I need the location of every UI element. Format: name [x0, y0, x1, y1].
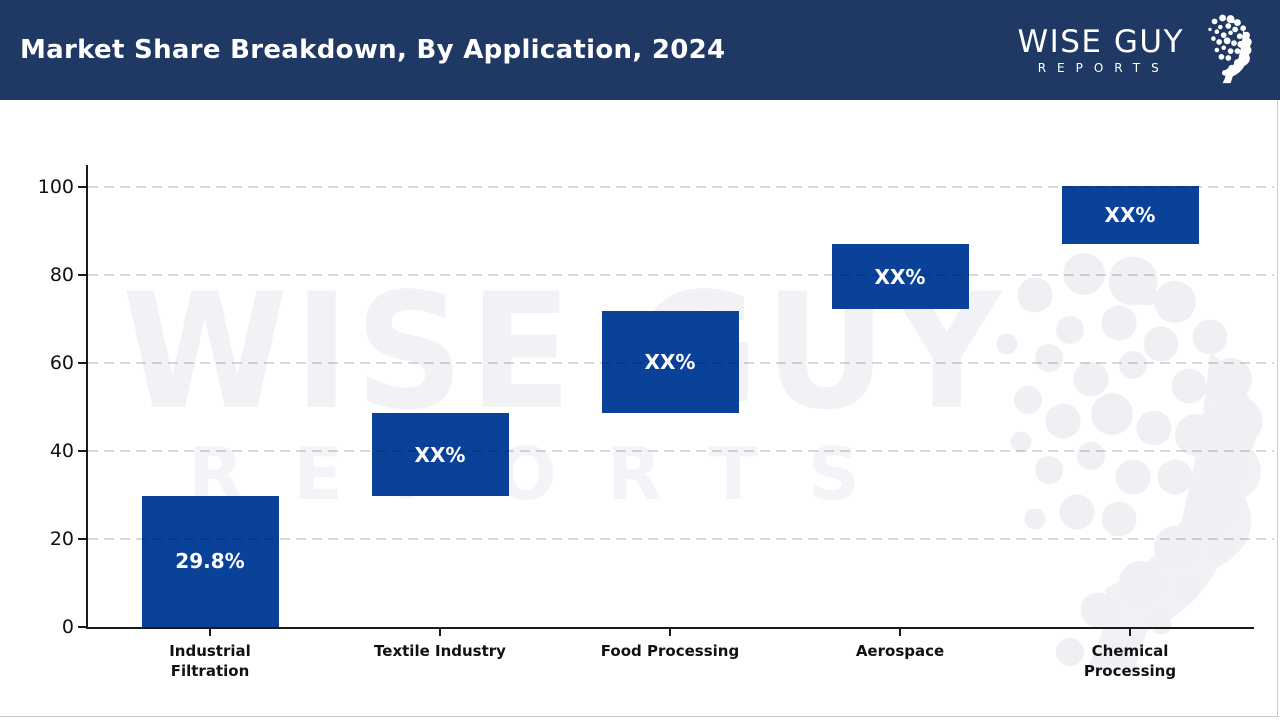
y-tick-40 [78, 450, 86, 452]
y-tick-label-20: 20 [49, 528, 74, 550]
wise-guy-reports-logo: WISE GUY REPORTS [1017, 8, 1264, 92]
y-tick-60 [78, 362, 86, 364]
logo-subtitle: REPORTS [1037, 61, 1170, 75]
category-label-line: Food Processing [600, 642, 740, 660]
gridline-40 [88, 450, 1274, 452]
bar-5 [1061, 186, 1199, 245]
y-tick-label-60: 60 [49, 352, 74, 374]
x-tick-2 [439, 629, 441, 636]
category-label-line: Textile Industry [374, 642, 506, 660]
frame-border-right [1277, 100, 1278, 716]
gridline-60 [88, 362, 1274, 364]
y-tick-100 [78, 186, 86, 188]
gridline-80 [88, 274, 1274, 276]
category-label-2: Textile Industry [335, 641, 545, 661]
y-tick-80 [78, 274, 86, 276]
bar-value-label-2: XX% [414, 442, 466, 467]
x-tick-4 [899, 629, 901, 636]
bar-value-label-1: 29.8% [175, 549, 245, 574]
category-label-3: Food Processing [565, 641, 775, 661]
bar-1 [141, 495, 279, 627]
bar-2 [371, 413, 509, 496]
bar-3 [601, 311, 739, 414]
y-tick-label-100: 100 [37, 176, 74, 198]
bar-value-label-4: XX% [874, 264, 926, 289]
y-tick-20 [78, 538, 86, 540]
bar-value-label-5: XX% [1104, 203, 1156, 228]
bar-value-label-3: XX% [644, 350, 696, 375]
category-label-line: Aerospace [855, 642, 945, 660]
y-tick-0 [78, 626, 86, 628]
category-label-line: Processing [1083, 662, 1177, 680]
category-label-4: Aerospace [795, 641, 1005, 661]
y-tick-label-40: 40 [49, 440, 74, 462]
logo-face-icon [1208, 14, 1252, 84]
category-label-line: Chemical [1091, 642, 1169, 660]
gridline-20 [88, 538, 1274, 540]
y-tick-label-0: 0 [61, 616, 74, 638]
x-tick-1 [209, 629, 211, 636]
category-label-line: Industrial [169, 642, 251, 660]
x-axis-line [86, 627, 1254, 629]
category-label-5: Chemical Processing [1025, 641, 1235, 681]
category-label-1: Industrial Filtration [105, 641, 315, 681]
x-tick-3 [669, 629, 671, 636]
bar-4 [831, 244, 969, 309]
chart-title: Market Share Breakdown, By Application, … [20, 35, 726, 65]
x-tick-5 [1129, 629, 1131, 636]
y-tick-label-80: 80 [49, 264, 74, 286]
watermark-face-logo [996, 253, 1263, 673]
y-axis-line [86, 165, 88, 629]
frame-border-bottom [0, 716, 1279, 717]
category-label-line: Filtration [170, 662, 250, 680]
watermark-text-line2: REPORTS [188, 432, 910, 516]
logo-wordmark: WISE GUY [1017, 24, 1184, 60]
gridline-100 [88, 186, 1274, 188]
header-bar: Market Share Breakdown, By Application, … [0, 0, 1280, 100]
